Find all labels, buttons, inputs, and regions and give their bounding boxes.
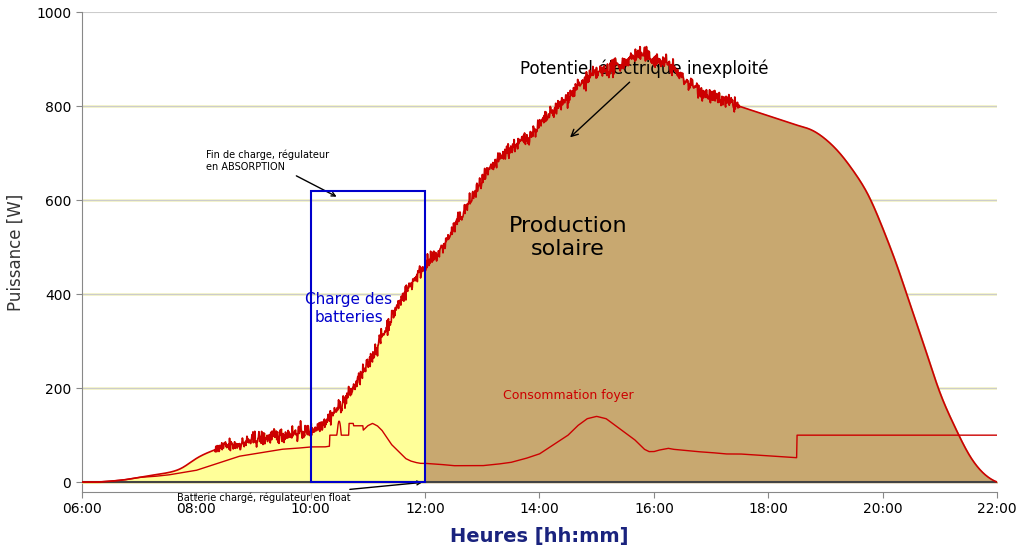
Text: Batterie chargé, régulateur en float: Batterie chargé, régulateur en float: [177, 481, 421, 503]
Bar: [310, 191, 425, 482]
Text: Production
solaire: Production solaire: [509, 216, 628, 259]
Text: Fin de charge, régulateur
en ABSORPTION: Fin de charge, régulateur en ABSORPTION: [206, 150, 335, 196]
Text: Charge des
batteries: Charge des batteries: [305, 292, 392, 325]
Text: Consommation foyer: Consommation foyer: [503, 389, 634, 401]
X-axis label: Heures [hh:mm]: Heures [hh:mm]: [451, 527, 629, 546]
Y-axis label: Puissance [W]: Puissance [W]: [7, 194, 25, 311]
Text: Potentiel électrique inexploité: Potentiel électrique inexploité: [520, 59, 769, 136]
